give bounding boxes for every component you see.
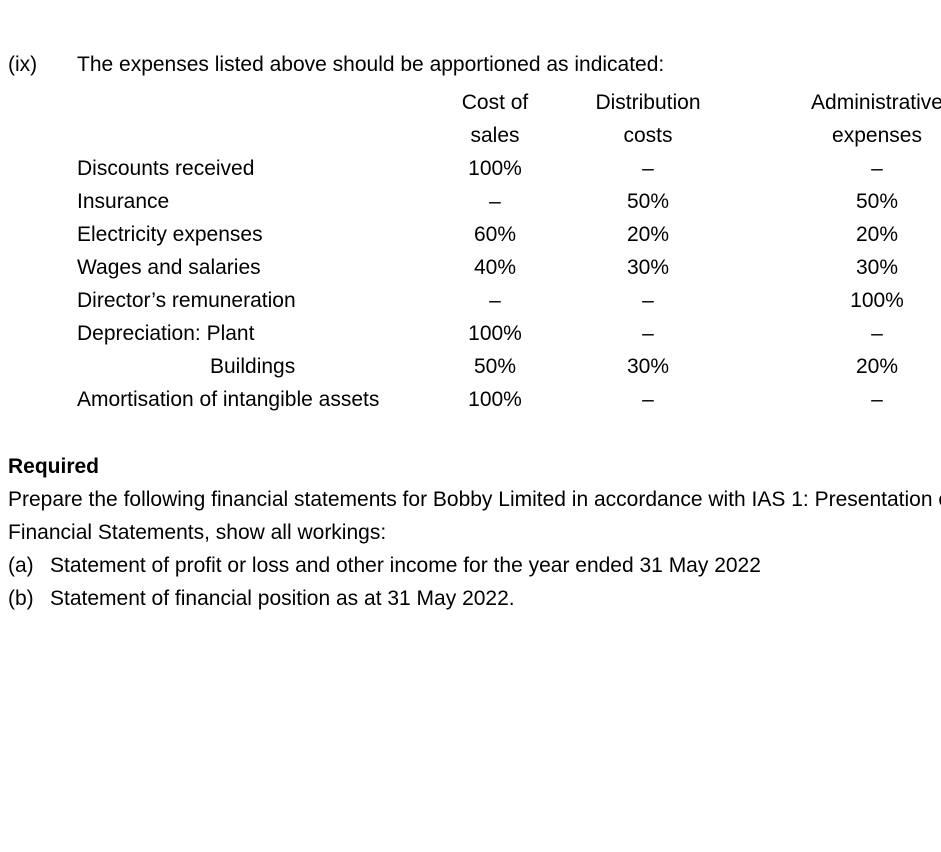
distribution-costs-value: 20% — [626, 223, 670, 246]
cost-of-sales-value: 100% — [468, 322, 522, 345]
table-header-row-2: sales costs expenses — [0, 119, 941, 152]
distribution-costs-value: 30% — [626, 355, 670, 378]
required-paragraph-line2: Financial Statements, show all workings: — [8, 521, 387, 544]
distribution-costs-value: 50% — [626, 190, 670, 213]
required-paragraph-line1: Prepare the following financial statemen… — [8, 488, 941, 511]
column-header-distribution-costs-line2: costs — [623, 124, 673, 147]
table-row: Electricity expenses 60% 20% 20% — [0, 218, 941, 251]
administrative-expenses-value: 20% — [855, 355, 899, 378]
administrative-expenses-value: 50% — [855, 190, 899, 213]
column-header-administrative-expenses-line2: expenses — [832, 124, 922, 147]
apportionment-table: Cost of Distribution Administrative sale… — [0, 86, 941, 416]
administrative-expenses-value: – — [871, 322, 883, 345]
row-label: Discounts received — [77, 157, 255, 180]
cost-of-sales-value: 100% — [468, 388, 522, 411]
administrative-expenses-value: 30% — [855, 256, 899, 279]
cost-of-sales-value: 50% — [473, 355, 517, 378]
required-heading: Required — [8, 455, 100, 478]
list-item-marker: (a) — [8, 554, 34, 577]
row-label: Buildings — [210, 355, 296, 378]
table-row: Discounts received 100% – – — [0, 152, 941, 185]
administrative-expenses-value: 100% — [850, 289, 904, 312]
question-intro-text: The expenses listed above should be appo… — [77, 53, 665, 76]
column-header-cost-of-sales-line1: Cost of — [461, 91, 529, 114]
administrative-expenses-value: – — [871, 388, 883, 411]
distribution-costs-value: – — [642, 157, 654, 180]
question-item-marker: (ix) — [8, 53, 38, 76]
cost-of-sales-value: – — [489, 190, 501, 213]
row-label: Electricity expenses — [77, 223, 263, 246]
table-row: Depreciation: Plant 100% – – — [0, 317, 941, 350]
table-row: Buildings 50% 30% 20% — [0, 350, 941, 383]
column-header-administrative-expenses-line1: Administrative — [811, 91, 941, 114]
distribution-costs-value: – — [642, 388, 654, 411]
row-label: Wages and salaries — [77, 256, 261, 279]
distribution-costs-value: – — [642, 289, 654, 312]
cost-of-sales-value: 60% — [473, 223, 517, 246]
table-row: Wages and salaries 40% 30% 30% — [0, 251, 941, 284]
row-label: Amortisation of intangible assets — [77, 388, 380, 411]
cost-of-sales-value: 100% — [468, 157, 522, 180]
distribution-costs-value: – — [642, 322, 654, 345]
table-row: Amortisation of intangible assets 100% –… — [0, 383, 941, 416]
column-header-cost-of-sales-line2: sales — [470, 124, 520, 147]
row-label: Depreciation: Plant — [77, 322, 255, 345]
row-label: Director’s remuneration — [77, 289, 296, 312]
column-header-distribution-costs-line1: Distribution — [595, 91, 701, 114]
list-item: (b) Statement of financial position as a… — [0, 582, 941, 615]
table-row: Insurance – 50% 50% — [0, 185, 941, 218]
list-item: (a) Statement of profit or loss and othe… — [0, 549, 941, 582]
table-row: Director’s remuneration – – 100% — [0, 284, 941, 317]
cost-of-sales-value: – — [489, 289, 501, 312]
question-intro-line: (ix) The expenses listed above should be… — [0, 48, 941, 81]
table-header-row-1: Cost of Distribution Administrative — [0, 86, 941, 119]
administrative-expenses-value: – — [871, 157, 883, 180]
list-item-text: Statement of financial position as at 31… — [50, 587, 515, 610]
list-item-text: Statement of profit or loss and other in… — [50, 554, 761, 577]
administrative-expenses-value: 20% — [855, 223, 899, 246]
cost-of-sales-value: 40% — [473, 256, 517, 279]
row-label: Insurance — [77, 190, 170, 213]
distribution-costs-value: 30% — [626, 256, 670, 279]
list-item-marker: (b) — [8, 587, 34, 610]
